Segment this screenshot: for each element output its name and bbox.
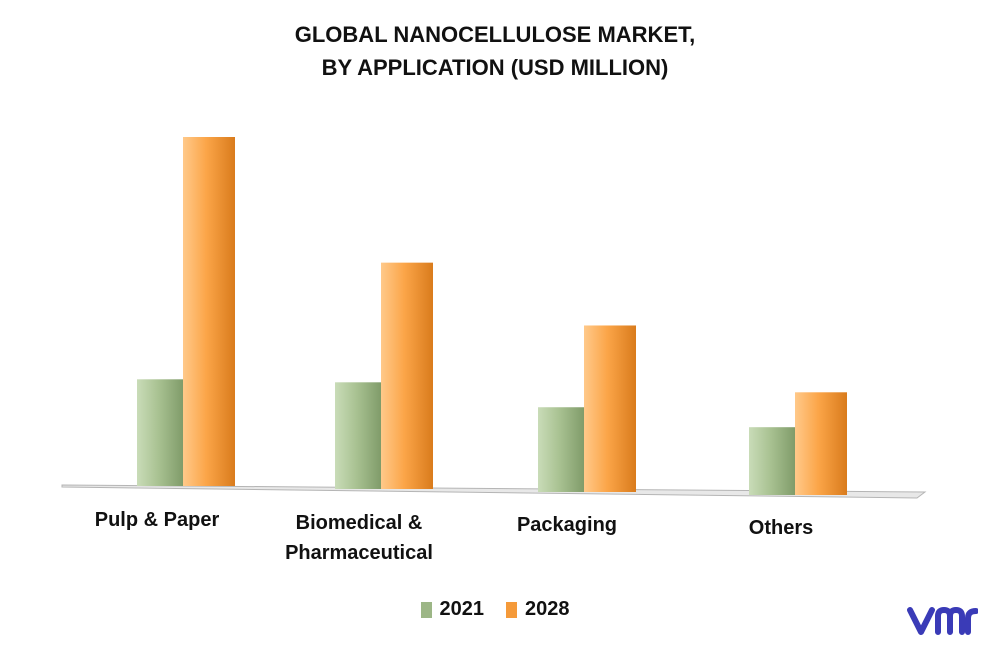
legend-swatch bbox=[420, 601, 432, 618]
chart-title-line-1: GLOBAL NANOCELLULOSE MARKET, bbox=[294, 22, 696, 47]
bar-2028-0 bbox=[183, 137, 235, 486]
category-label-line: Packaging bbox=[516, 514, 618, 536]
legend-swatch bbox=[506, 601, 517, 618]
vmr-logo bbox=[907, 607, 978, 635]
category-label-1: Biomedical & Pharmaceutical bbox=[249, 508, 469, 568]
bar-2021-3 bbox=[749, 427, 796, 495]
category-label-line: Pulp & Paper bbox=[94, 509, 220, 531]
bar-2021-1 bbox=[335, 382, 382, 489]
category-label-2: Packaging bbox=[457, 510, 677, 540]
legend-item-2021: 2021 bbox=[420, 598, 485, 621]
bar-2021-0 bbox=[137, 379, 184, 486]
legend-label: 2021 bbox=[439, 598, 485, 620]
legend-item-2028: 2028 bbox=[506, 598, 570, 621]
bar-2021-2 bbox=[538, 407, 585, 492]
bar-2028-1 bbox=[381, 262, 433, 489]
legend-label: 2028 bbox=[525, 598, 570, 620]
category-label-line: Biomedical & bbox=[295, 512, 423, 534]
chart-title-line-2: BY APPLICATION (USD MILLION) bbox=[321, 55, 669, 80]
legend: 2021 2028 bbox=[0, 598, 990, 621]
bar-2028-3 bbox=[795, 392, 847, 495]
chart-floor bbox=[61, 484, 927, 499]
bar-2028-2 bbox=[584, 325, 636, 492]
category-label-0: Pulp & Paper bbox=[47, 505, 267, 535]
category-label-line: Others bbox=[748, 517, 814, 539]
category-label-3: Others bbox=[671, 513, 891, 543]
chart-title: GLOBAL NANOCELLULOSE MARKET, BY APPLICAT… bbox=[0, 18, 990, 84]
category-label-line: Pharmaceutical bbox=[285, 542, 433, 564]
